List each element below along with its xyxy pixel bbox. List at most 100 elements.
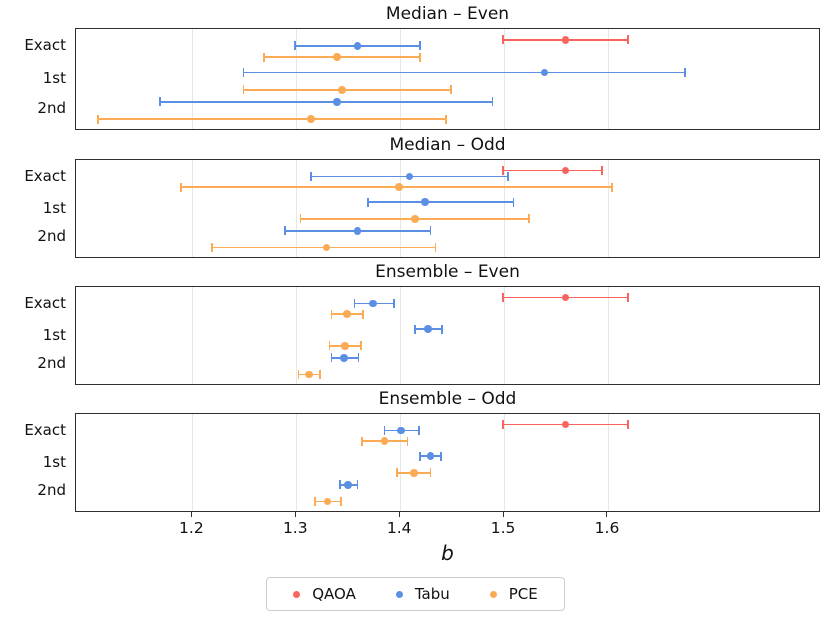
- panel-title: Ensemble – Odd: [378, 389, 517, 409]
- errorbar-cap-low-qaoa: [502, 35, 504, 45]
- errorbar-cap-low-qaoa: [502, 419, 504, 429]
- errorbar-tabu: [368, 201, 514, 203]
- data-point-tabu: [405, 172, 414, 181]
- errorbar-cap-high-qaoa: [626, 292, 629, 302]
- x-axis-label: b: [441, 541, 454, 565]
- legend-dot-qaoa: [293, 590, 301, 598]
- legend-item-pce: PCE: [489, 585, 538, 603]
- data-point-qaoa: [561, 166, 570, 175]
- errorbar-cap-low-pce: [242, 85, 245, 95]
- errorbar-cap-high-pce: [319, 370, 321, 380]
- y-tick-label: 2nd: [37, 227, 66, 246]
- errorbar-cap-low-tabu: [330, 353, 333, 363]
- gridline: [607, 287, 609, 384]
- errorbar-cap-high-tabu: [393, 298, 395, 308]
- gridline: [607, 414, 609, 511]
- errorbar-pce: [264, 56, 420, 58]
- errorbar-cap-high-tabu: [429, 226, 432, 236]
- data-point-tabu: [353, 226, 362, 235]
- errorbar-cap-low-qaoa: [502, 292, 504, 302]
- y-tick-label: 2nd: [37, 98, 66, 117]
- errorbar-cap-high-tabu: [356, 480, 359, 490]
- errorbar-cap-high-pce: [419, 52, 421, 62]
- gridline: [400, 287, 402, 384]
- data-point-pce: [338, 85, 346, 94]
- x-tick-label: 1.5: [490, 519, 516, 537]
- y-tick-label: Exact: [24, 293, 66, 312]
- errorbar-pce: [243, 88, 452, 91]
- errorbar-cap-high-pce: [362, 309, 364, 319]
- errorbar-cap-high-pce: [359, 341, 362, 351]
- y-tick-label: 2nd: [37, 481, 66, 500]
- errorbar-pce: [97, 118, 446, 121]
- errorbar-cap-low-qaoa: [502, 165, 504, 175]
- gridline: [504, 287, 506, 384]
- x-tick: [294, 512, 296, 517]
- errorbar-cap-high-pce: [429, 468, 432, 478]
- errorbar-cap-low-tabu: [383, 425, 386, 435]
- errorbar-cap-low-tabu: [367, 197, 369, 207]
- y-tick-label: 1st: [42, 452, 66, 471]
- plot-panel: [75, 286, 820, 385]
- data-point-tabu: [333, 98, 341, 106]
- errorbar-cap-low-pce: [180, 182, 182, 192]
- data-point-pce: [322, 243, 331, 252]
- y-tick-label: 1st: [42, 198, 66, 217]
- errorbar-cap-high-qaoa: [626, 419, 629, 429]
- x-tick-label: 1.4: [386, 519, 412, 537]
- data-point-tabu: [540, 68, 549, 77]
- errorbar-cap-low-pce: [211, 243, 213, 253]
- plot-panel: [75, 413, 820, 512]
- errorbar-cap-low-tabu: [284, 226, 286, 236]
- legend-item-qaoa: QAOA: [293, 585, 356, 603]
- plot-panel: [75, 159, 820, 258]
- errorbar-cap-high-tabu: [491, 97, 494, 107]
- legend-dot-pce: [489, 590, 497, 598]
- errorbar-qaoa: [503, 169, 602, 172]
- data-point-tabu: [426, 452, 435, 460]
- legend-box: QAOA Tabu PCE: [266, 577, 565, 611]
- data-point-pce: [307, 115, 315, 124]
- data-point-tabu: [397, 426, 406, 435]
- legend-label-tabu: Tabu: [414, 585, 450, 603]
- y-tick-label: 1st: [42, 68, 66, 87]
- gridline: [296, 29, 298, 129]
- data-point-tabu: [424, 325, 433, 333]
- errorbar-cap-high-tabu: [512, 197, 515, 207]
- errorbar-cap-high-pce: [406, 436, 409, 446]
- data-point-tabu: [421, 198, 429, 206]
- errorbar-cap-low-tabu: [419, 451, 421, 461]
- x-tick-label: 1.2: [179, 519, 204, 537]
- errorbar-cap-low-pce: [360, 436, 363, 446]
- x-tick: [502, 512, 504, 517]
- y-tick-label: 2nd: [37, 354, 66, 373]
- x-tick-label: 1.3: [282, 519, 308, 537]
- gridline: [192, 29, 194, 129]
- errorbar-cap-low-pce: [299, 214, 302, 224]
- errorbar-cap-low-tabu: [294, 41, 297, 51]
- errorbar-cap-high-pce: [340, 497, 342, 507]
- gridline: [504, 414, 506, 511]
- legend-item-tabu: Tabu: [395, 585, 450, 603]
- gridline: [504, 29, 506, 129]
- gridline: [400, 414, 402, 511]
- legend-label-pce: PCE: [508, 585, 538, 603]
- data-point-pce: [343, 310, 352, 318]
- data-point-pce: [323, 497, 332, 506]
- errorbar-tabu: [243, 71, 685, 74]
- errorbar-cap-low-pce: [328, 341, 331, 351]
- gridline: [607, 29, 609, 129]
- errorbar-cap-high-tabu: [440, 324, 443, 334]
- errorbar-cap-high-tabu: [684, 67, 686, 77]
- errorbar-cap-low-pce: [97, 114, 99, 124]
- errorbar-cap-low-tabu: [310, 171, 312, 181]
- errorbar-cap-low-tabu: [339, 480, 341, 490]
- errorbar-cap-low-tabu: [242, 67, 245, 77]
- data-point-tabu: [340, 353, 348, 362]
- errorbar-cap-low-tabu: [159, 97, 161, 107]
- errorbar-cap-high-qaoa: [626, 35, 629, 45]
- panel-title: Median – Even: [385, 4, 510, 24]
- errorbar-cap-high-pce: [528, 214, 530, 224]
- y-tick-label: Exact: [24, 420, 66, 439]
- errorbar-cap-high-tabu: [439, 451, 442, 461]
